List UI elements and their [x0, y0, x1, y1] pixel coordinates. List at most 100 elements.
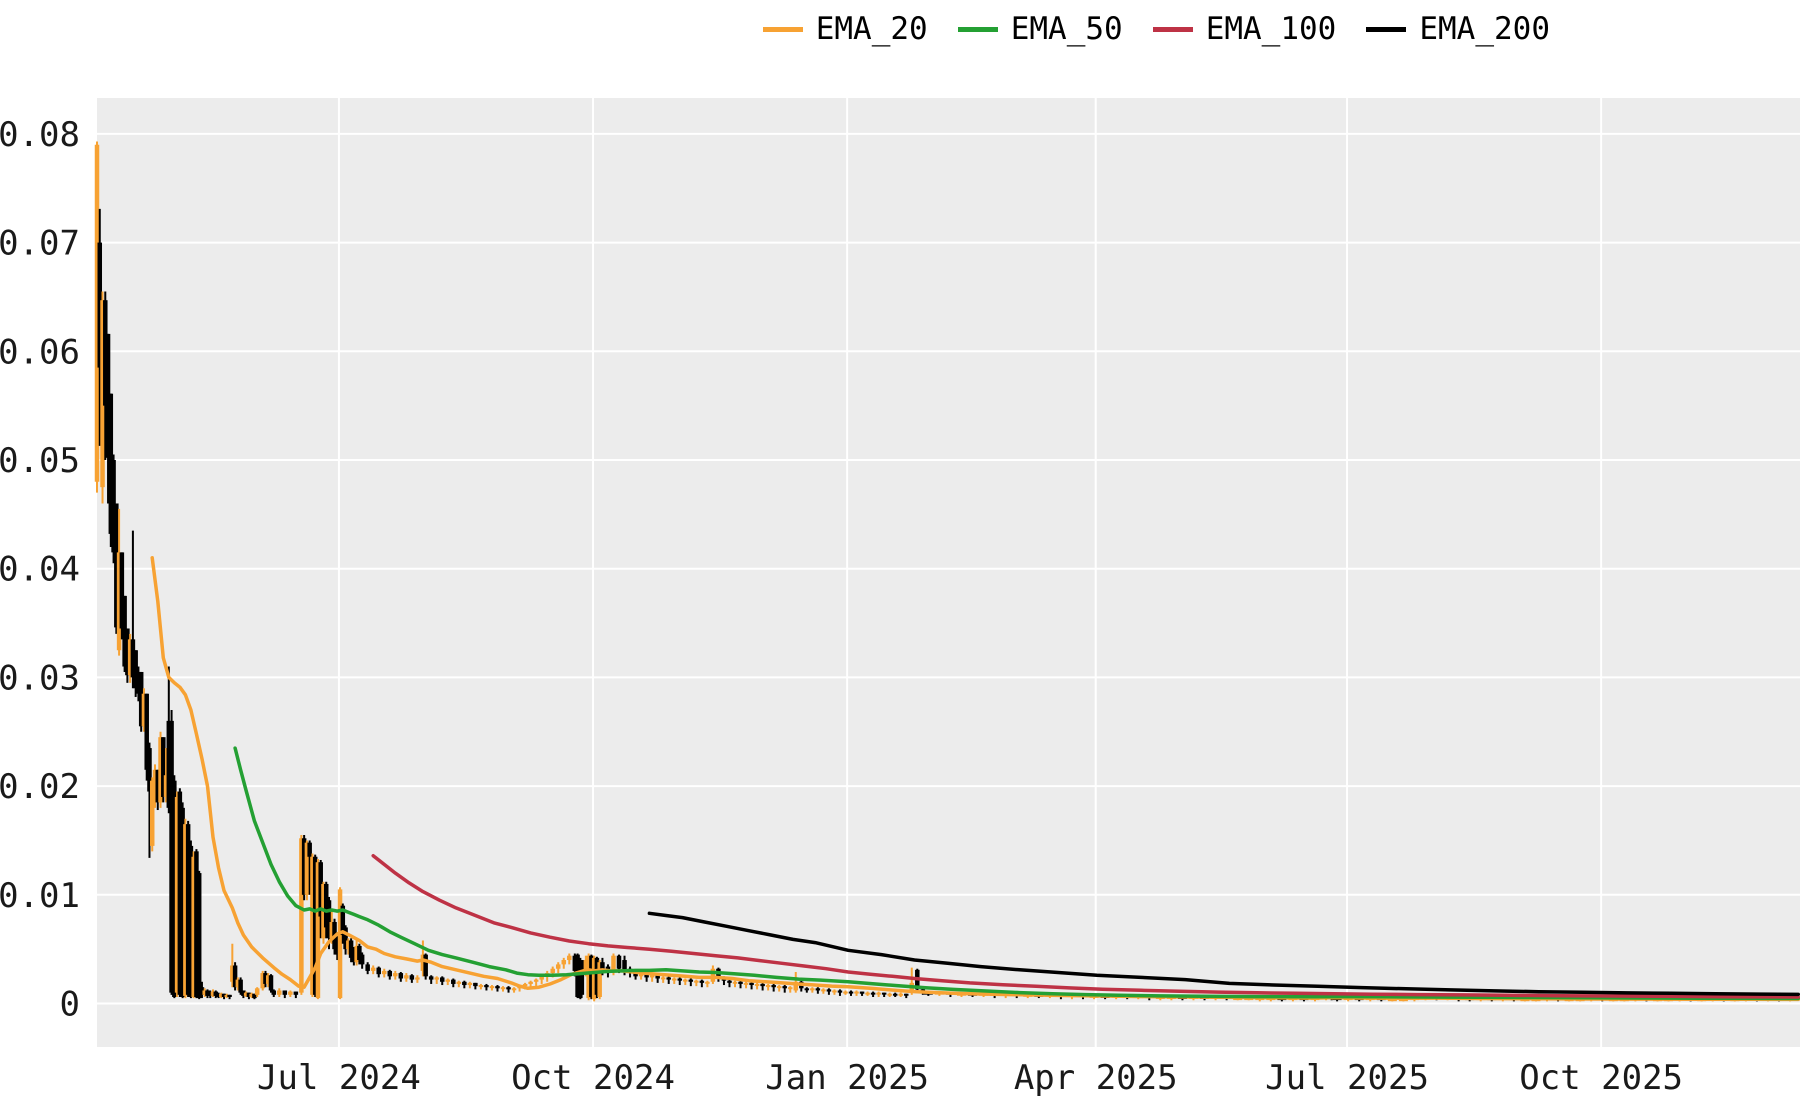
candle-body [205, 990, 210, 996]
candle-body [892, 993, 898, 996]
candle-body [462, 981, 467, 986]
candle-body [307, 842, 312, 857]
candle-body [161, 737, 166, 797]
y-tick-label: 0.08 [0, 115, 80, 155]
candle-body [1387, 999, 1397, 1002]
candle-body [227, 994, 232, 997]
candle-body [221, 993, 227, 997]
x-tick-label: Jul 2025 [1265, 1058, 1429, 1098]
candle-body [887, 993, 892, 996]
candle-body [265, 975, 271, 984]
candle-body [94, 144, 100, 482]
candle-body [404, 975, 409, 979]
candle-body [589, 955, 594, 997]
candle-body [423, 954, 428, 977]
candle-body [776, 986, 782, 989]
candle-body [710, 968, 716, 982]
candle-body [304, 842, 310, 895]
candle-body [194, 851, 199, 997]
candle-body [174, 796, 180, 993]
candle-body [666, 977, 671, 980]
candle-body [500, 987, 506, 990]
candle-body [804, 988, 810, 991]
candle-body [232, 965, 238, 988]
candle-body [365, 964, 370, 971]
candle-body [213, 991, 219, 996]
legend-item-ema100: EMA_100 [1152, 11, 1337, 47]
candle-body [793, 981, 799, 991]
plot-area [97, 98, 1800, 1047]
candle-body [699, 980, 705, 983]
y-tick-label: 0.04 [0, 550, 80, 590]
candle-body [749, 982, 754, 986]
candle-body [243, 992, 249, 996]
candle-body [359, 954, 365, 965]
candle-body [335, 938, 340, 955]
legend-item-ema200: EMA_200 [1366, 14, 1550, 45]
candle-body [310, 856, 315, 995]
candle-body [489, 986, 495, 989]
candle-body [738, 981, 743, 984]
candle-body [528, 981, 533, 984]
candle-body [1398, 999, 1408, 1002]
candle-body [207, 992, 213, 996]
candle-body [854, 991, 859, 994]
candle-body [859, 991, 865, 994]
candle-body [420, 954, 426, 971]
candle-body [848, 991, 854, 994]
candle-body [155, 769, 161, 803]
candle-body [149, 780, 155, 846]
candle-body [398, 973, 404, 979]
candle-body [122, 595, 127, 667]
candle-body [826, 989, 832, 992]
candle-body [230, 965, 235, 982]
candle-body [881, 992, 887, 995]
candle-body [600, 962, 605, 971]
candle-body [235, 979, 241, 988]
candle-body [326, 900, 332, 939]
candle-body [138, 671, 144, 727]
candle-body [268, 975, 274, 991]
candle-body [125, 628, 130, 676]
candle-body [323, 883, 329, 928]
candle-body [387, 970, 393, 977]
candle-body [340, 905, 346, 936]
candle-body [622, 960, 627, 971]
candle-body [821, 989, 826, 992]
candle-body [903, 993, 909, 996]
candle-body [152, 769, 158, 803]
candle-body [158, 737, 163, 803]
candle-body [130, 639, 136, 678]
candle-body [415, 977, 420, 980]
candle-body [567, 955, 572, 961]
candle-body [191, 856, 196, 997]
candle-body [301, 838, 307, 895]
candle-body [843, 991, 848, 994]
candle-body [586, 955, 591, 999]
candle-body [144, 693, 149, 770]
candle-body [511, 988, 517, 991]
candle-body [597, 962, 602, 997]
candle-body [638, 974, 644, 977]
candle-body [141, 693, 147, 727]
ema20-line-swatch-icon [762, 27, 803, 32]
y-tick-label: 0.03 [0, 658, 80, 698]
candle-body [633, 973, 638, 977]
candle-body [252, 993, 257, 999]
candle-body [688, 979, 694, 982]
legend-label-ema100: EMA_100 [1205, 11, 1337, 47]
candle-body [445, 979, 451, 982]
candle-body [649, 975, 655, 978]
candle-body [224, 994, 230, 997]
candle-body [539, 976, 544, 980]
x-tick-label: Apr 2025 [1014, 1058, 1178, 1098]
candle-body [787, 987, 793, 990]
candle-body [898, 993, 903, 996]
candle-body [434, 977, 439, 980]
candle-body [478, 985, 484, 988]
candle-body [105, 333, 111, 458]
candle-body [644, 974, 649, 978]
candle-body [611, 955, 616, 971]
